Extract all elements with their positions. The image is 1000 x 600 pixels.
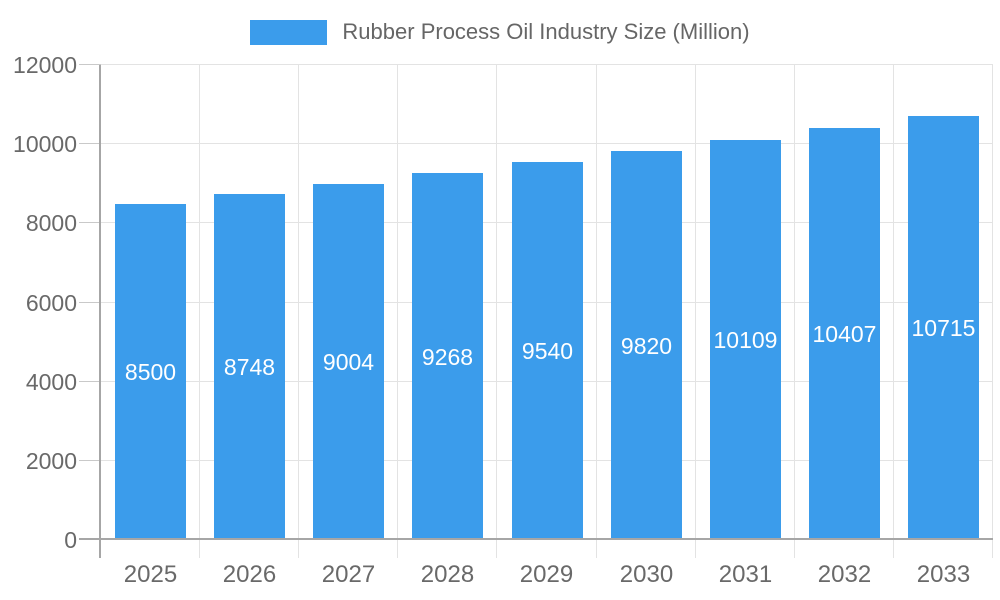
- gridline-vertical: [596, 65, 597, 558]
- bar-2033[interactable]: [908, 116, 979, 538]
- y-axis-tick: [79, 381, 101, 382]
- bar-value-label: 9540: [521, 338, 574, 364]
- bar-value-label: 9820: [620, 333, 673, 359]
- y-axis-label: 12000: [13, 52, 77, 78]
- y-axis-line: [99, 65, 101, 558]
- y-axis-tick: [79, 222, 101, 223]
- legend-swatch: [250, 19, 328, 45]
- bar-value-label: 9004: [322, 349, 375, 375]
- gridline-vertical: [199, 65, 200, 558]
- x-axis-label: 2031: [718, 561, 773, 588]
- bar-2032[interactable]: [809, 128, 880, 538]
- y-axis-label: 8000: [25, 210, 77, 236]
- bar-value-label: 10715: [911, 315, 976, 341]
- x-axis-baseline: [79, 538, 993, 540]
- bar-2025[interactable]: [115, 204, 186, 538]
- legend-label: Rubber Process Oil Industry Size (Millio…: [342, 19, 750, 44]
- gridline-vertical: [496, 65, 497, 558]
- bar-2028[interactable]: [412, 173, 483, 538]
- bar-2030[interactable]: [611, 151, 682, 538]
- bar-2031[interactable]: [710, 140, 781, 538]
- x-axis-label: 2033: [916, 561, 971, 588]
- y-axis-label: 6000: [25, 290, 77, 316]
- y-axis-label: 10000: [13, 131, 77, 157]
- x-axis-label: 2028: [420, 561, 475, 588]
- gridline-vertical: [397, 65, 398, 558]
- x-axis-label: 2032: [817, 561, 872, 588]
- y-axis-label: 0: [64, 527, 77, 553]
- bar-value-label: 9268: [421, 344, 474, 370]
- gridline-vertical: [893, 65, 894, 558]
- bar-value-label: 8748: [223, 354, 276, 380]
- gridline-vertical: [794, 65, 795, 558]
- bar-value-label: 10109: [713, 327, 778, 353]
- bar-2026[interactable]: [214, 194, 285, 538]
- x-axis-label: 2030: [619, 561, 674, 588]
- gridline-horizontal: [101, 143, 993, 144]
- legend-item[interactable]: Rubber Process Oil Industry Size (Millio…: [0, 15, 1000, 49]
- gridline-vertical: [695, 65, 696, 558]
- x-axis-label: 2027: [321, 561, 376, 588]
- bar-2029[interactable]: [512, 162, 583, 538]
- gridline-horizontal: [101, 64, 993, 65]
- bar-value-label: 10407: [812, 321, 877, 347]
- gridline-vertical: [298, 65, 299, 558]
- y-axis-tick: [79, 460, 101, 461]
- y-axis-tick: [79, 64, 101, 65]
- bar-value-label: 8500: [124, 359, 177, 385]
- bar-2027[interactable]: [313, 184, 384, 538]
- gridline-vertical: [992, 65, 993, 558]
- y-axis-tick: [79, 302, 101, 303]
- y-axis-tick: [79, 143, 101, 144]
- x-axis-label: 2029: [519, 561, 574, 588]
- x-axis-label: 2026: [222, 561, 277, 588]
- x-axis-label: 2025: [123, 561, 178, 588]
- y-axis-label: 4000: [25, 369, 77, 395]
- y-axis-label: 2000: [25, 448, 77, 474]
